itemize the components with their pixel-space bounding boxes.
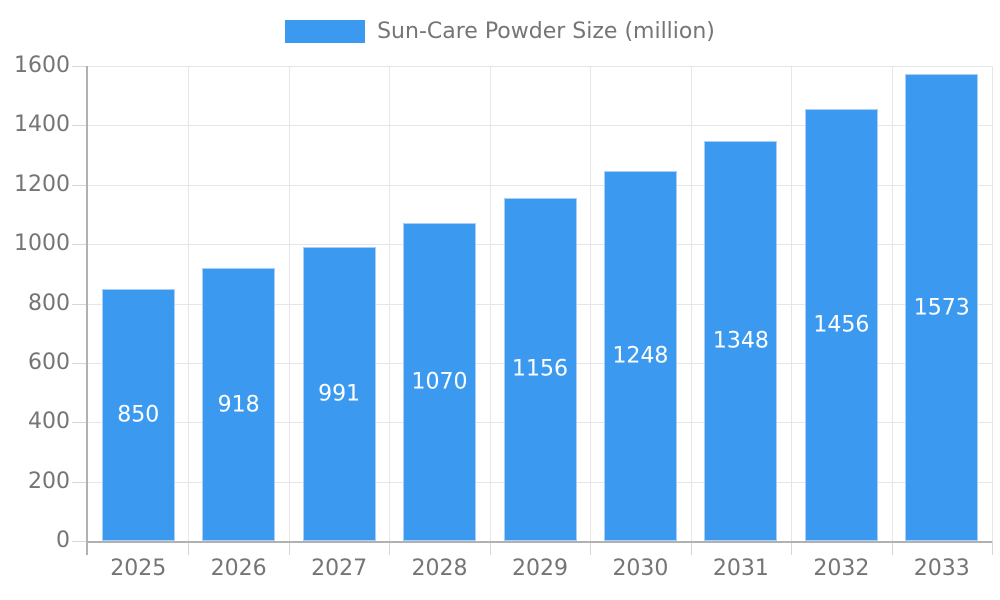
bar-value-label: 1456: [813, 312, 870, 338]
bar-value-label: 1070: [411, 369, 468, 395]
y-tick: [72, 184, 88, 186]
bar-value-label: 1248: [612, 343, 669, 369]
x-tick: [188, 541, 190, 555]
y-axis-label: 200: [28, 468, 70, 494]
bar-2029[interactable]: 1156: [503, 197, 577, 541]
x-axis-line: [88, 541, 992, 543]
bar-value-label: 1573: [913, 295, 970, 320]
bar-2031[interactable]: 1348: [704, 140, 778, 541]
v-gridline: [188, 66, 190, 541]
x-tick: [489, 541, 491, 555]
bar-value-label: 918: [217, 392, 260, 418]
x-axis-label: 2032: [813, 556, 870, 581]
y-axis-label: 1000: [14, 231, 70, 257]
bar-2027[interactable]: 991: [302, 246, 376, 541]
x-axis-label: 2025: [110, 556, 167, 581]
y-axis-label: 1400: [14, 112, 70, 138]
v-gridline: [891, 66, 893, 541]
bar-2025[interactable]: 850: [101, 288, 175, 541]
bar-2033[interactable]: 1573: [905, 74, 979, 541]
v-gridline: [590, 66, 592, 541]
chart-legend[interactable]: Sun-Care Powder Size (million): [0, 19, 1000, 44]
v-gridline: [690, 66, 692, 541]
x-axis-label: 2030: [612, 556, 669, 581]
x-axis-label: 2033: [913, 556, 970, 581]
y-tick: [72, 422, 88, 424]
h-gridline: [88, 66, 992, 67]
x-tick: [690, 541, 692, 555]
x-axis-label: 2029: [511, 556, 568, 581]
bar-2028[interactable]: 1070: [403, 223, 477, 541]
y-tick: [72, 362, 88, 364]
y-axis-line: [86, 66, 88, 555]
legend-swatch: [285, 20, 366, 43]
v-gridline: [489, 66, 491, 541]
x-axis-label: 2026: [210, 556, 267, 581]
x-tick: [288, 541, 290, 555]
y-axis-label: 1200: [14, 171, 70, 197]
x-tick: [590, 541, 592, 555]
y-axis-label: 400: [28, 409, 70, 435]
x-tick: [891, 541, 893, 555]
y-axis-label: 0: [56, 528, 70, 553]
bar-2032[interactable]: 1456: [804, 108, 878, 541]
y-axis-label: 1600: [14, 53, 70, 78]
h-gridline: [88, 184, 992, 186]
bar-2030[interactable]: 1248: [603, 170, 677, 541]
v-gridline: [389, 66, 391, 541]
v-gridline: [288, 66, 290, 541]
y-tick: [72, 481, 88, 483]
x-tick: [389, 541, 391, 555]
h-gridline: [88, 125, 992, 127]
bar-2026[interactable]: 918: [202, 268, 276, 541]
v-gridline: [992, 66, 993, 541]
x-tick: [791, 541, 793, 555]
x-axis-label: 2031: [712, 556, 769, 581]
v-gridline: [791, 66, 793, 541]
x-axis-label: 2027: [311, 556, 368, 581]
y-tick: [72, 541, 88, 542]
x-axis-label: 2028: [411, 556, 468, 581]
y-axis-label: 800: [28, 290, 70, 316]
bar-value-label: 1156: [512, 356, 568, 382]
legend-label: Sun-Care Powder Size (million): [377, 19, 715, 44]
bar-value-label: 1348: [712, 328, 769, 354]
y-tick: [72, 66, 88, 67]
bar-value-label: 991: [318, 381, 361, 407]
y-axis-label: 600: [28, 349, 70, 375]
x-tick: [992, 541, 993, 555]
bar-value-label: 850: [117, 402, 160, 428]
y-tick: [72, 303, 88, 305]
y-tick: [72, 244, 88, 246]
y-tick: [72, 125, 88, 127]
